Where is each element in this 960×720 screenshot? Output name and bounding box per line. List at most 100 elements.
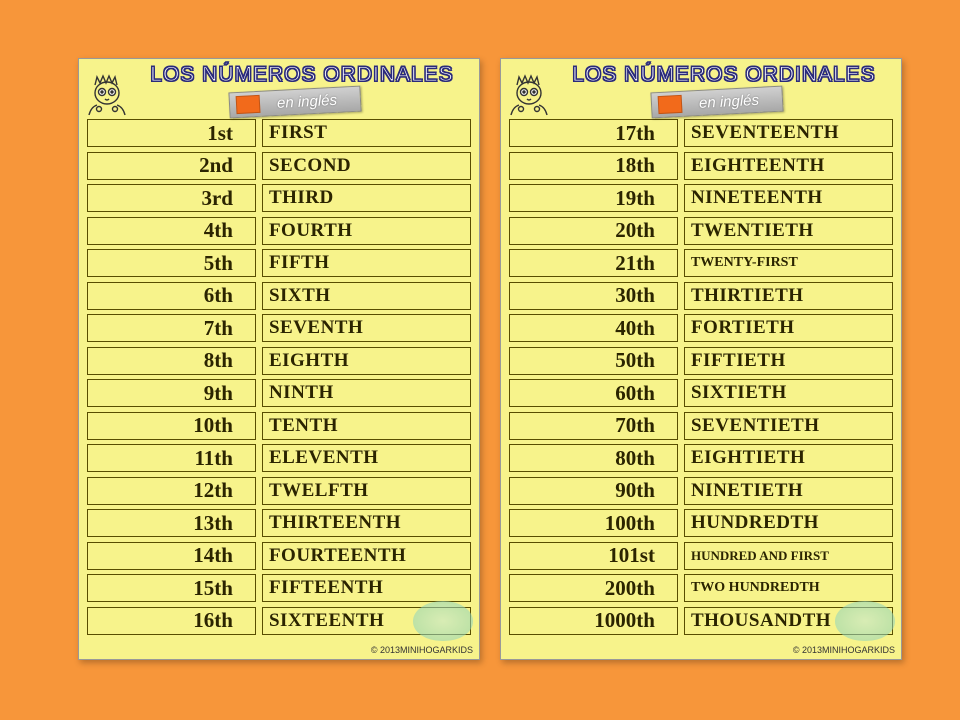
ordinal-number: 80th (509, 444, 678, 472)
ordinal-number: 10th (87, 412, 256, 440)
ordinal-number: 16th (87, 607, 256, 635)
credit-right: © 2013MINIHOGARKIDS (793, 645, 895, 655)
ordinal-number: 12th (87, 477, 256, 505)
ordinal-number: 90th (509, 477, 678, 505)
ordinal-number: 2nd (87, 152, 256, 180)
ordinal-word: FOURTH (262, 217, 471, 245)
ordinal-word: FIFTIETH (684, 347, 893, 375)
ordinal-number: 200th (509, 574, 678, 602)
ordinal-word: FIRST (262, 119, 471, 147)
table-row: 100thHUNDREDTH (509, 507, 893, 540)
table-row: 60thSIXTIETH (509, 377, 893, 410)
table-row: 3rdTHIRD (87, 182, 471, 215)
ordinal-word: FIFTEENTH (262, 574, 471, 602)
subtitle-text: en inglés (682, 90, 783, 112)
table-row: 14thFOURTEENTH (87, 540, 471, 573)
ordinal-word: THIRD (262, 184, 471, 212)
ordinal-number: 21th (509, 249, 678, 277)
card-left-title: LOS NÚMEROS ORDINALES (129, 63, 475, 87)
card-right-title: LOS NÚMEROS ORDINALES (551, 63, 897, 87)
ordinal-number: 70th (509, 412, 678, 440)
ordinal-number: 40th (509, 314, 678, 342)
table-row: 200thTWO HUNDREDTH (509, 572, 893, 605)
table-row: 11thELEVENTH (87, 442, 471, 475)
subtitle-chip-icon (236, 95, 261, 114)
table-row: 7thSEVENTH (87, 312, 471, 345)
ordinal-word: TENTH (262, 412, 471, 440)
table-row: 5thFIFTH (87, 247, 471, 280)
ordinal-number: 30th (509, 282, 678, 310)
table-row: 80thEIGHTIETH (509, 442, 893, 475)
table-row: 1stFIRST (87, 117, 471, 150)
table-row: 21thTWENTY-FIRST (509, 247, 893, 280)
watermark-stamp-icon (835, 601, 895, 641)
subtitle-banner-right: en inglés (650, 86, 783, 119)
ordinal-word: SIXTIETH (684, 379, 893, 407)
ordinal-number: 4th (87, 217, 256, 245)
table-row: 90thNINETIETH (509, 475, 893, 508)
ordinal-number: 5th (87, 249, 256, 277)
ordinal-number: 1st (87, 119, 256, 147)
table-row: 19thNINETEENTH (509, 182, 893, 215)
ordinal-word: SEVENTEENTH (684, 119, 893, 147)
ordinal-word: NINETIETH (684, 477, 893, 505)
grid-right: 17thSEVENTEENTH18thEIGHTEENTH19thNINETEE… (509, 117, 893, 637)
ordinal-word: TWELFTH (262, 477, 471, 505)
ordinal-number: 11th (87, 444, 256, 472)
ordinal-word: EIGHTH (262, 347, 471, 375)
card-left-header: LOS NÚMEROS ORDINALES en inglés (79, 59, 479, 117)
ordinal-word: NINTH (262, 379, 471, 407)
ordinal-number: 8th (87, 347, 256, 375)
ordinal-number: 100th (509, 509, 678, 537)
ordinal-word: NINETEENTH (684, 184, 893, 212)
table-row: 15thFIFTEENTH (87, 572, 471, 605)
ordinal-word: SEVENTH (262, 314, 471, 342)
ordinal-word: FORTIETH (684, 314, 893, 342)
ordinal-number: 18th (509, 152, 678, 180)
subtitle-banner-left: en inglés (228, 86, 361, 119)
ordinal-number: 60th (509, 379, 678, 407)
table-row: 9thNINTH (87, 377, 471, 410)
ordinal-number: 7th (87, 314, 256, 342)
ordinal-word: ELEVENTH (262, 444, 471, 472)
grid-left: 1stFIRST2ndSECOND3rdTHIRD4thFOURTH5thFIF… (87, 117, 471, 637)
table-row: 6thSIXTH (87, 280, 471, 313)
ordinal-number: 14th (87, 542, 256, 570)
ordinal-word: FIFTH (262, 249, 471, 277)
card-right: LOS NÚMEROS ORDINALES en inglés 17thSEVE… (500, 58, 902, 660)
ordinal-number: 50th (509, 347, 678, 375)
table-row: 10thTENTH (87, 410, 471, 443)
ordinal-number: 15th (87, 574, 256, 602)
credit-left: © 2013MINIHOGARKIDS (371, 645, 473, 655)
table-row: 70thSEVENTIETH (509, 410, 893, 443)
table-row: 17thSEVENTEENTH (509, 117, 893, 150)
ordinal-word: TWO HUNDREDTH (684, 574, 893, 602)
table-row: 50thFIFTIETH (509, 345, 893, 378)
table-row: 20thTWENTIETH (509, 215, 893, 248)
table-row: 40thFORTIETH (509, 312, 893, 345)
card-left: LOS NÚMEROS ORDINALES en inglés 1stFIRST… (78, 58, 480, 660)
ordinal-number: 1000th (509, 607, 678, 635)
ordinal-word: EIGHTEENTH (684, 152, 893, 180)
table-row: 8thEIGHTH (87, 345, 471, 378)
ordinal-number: 6th (87, 282, 256, 310)
table-row: 4thFOURTH (87, 215, 471, 248)
table-row: 2ndSECOND (87, 150, 471, 183)
table-row: 12thTWELFTH (87, 475, 471, 508)
ordinal-word: FOURTEENTH (262, 542, 471, 570)
ordinal-word: TWENTY-FIRST (684, 249, 893, 277)
ordinal-word: SECOND (262, 152, 471, 180)
ordinal-word: HUNDREDTH (684, 509, 893, 537)
ordinal-number: 3rd (87, 184, 256, 212)
ordinal-word: TWENTIETH (684, 217, 893, 245)
watermark-stamp-icon (413, 601, 473, 641)
mascot-icon (83, 65, 131, 117)
table-row: 13thTHIRTEENTH (87, 507, 471, 540)
mascot-icon (505, 65, 553, 117)
ordinal-number: 13th (87, 509, 256, 537)
ordinal-word: THIRTIETH (684, 282, 893, 310)
stage: LOS NÚMEROS ORDINALES en inglés 1stFIRST… (0, 0, 960, 720)
subtitle-text: en inglés (260, 90, 361, 112)
ordinal-word: SIXTH (262, 282, 471, 310)
table-row: 18thEIGHTEENTH (509, 150, 893, 183)
